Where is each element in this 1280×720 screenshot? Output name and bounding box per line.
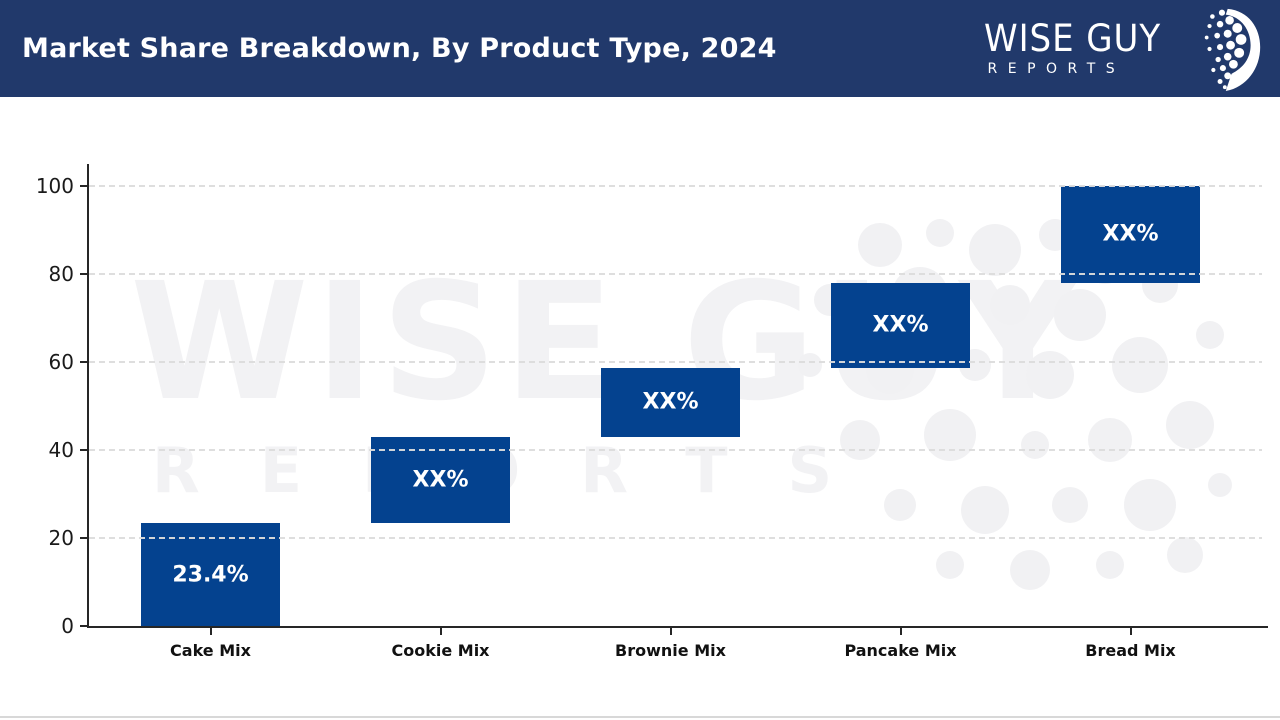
logo-wordmark-line2: REPORTS [987,61,1126,77]
header-bar: Market Share Breakdown, By Product Type,… [0,0,1280,97]
bottom-divider [0,716,1280,718]
category-label: Bread Mix [1085,641,1176,660]
bar-cookie-mix [371,436,510,524]
bar-value-label: XX% [412,467,469,493]
y-tick-mark-40 [80,449,88,451]
logo-head-icon [1204,8,1261,91]
y-tick-mark-0 [80,625,88,627]
brand-logo: WISE GUY REPORTS [984,5,1264,93]
y-tick-mark-20 [80,537,88,539]
x-tick-mark [209,628,212,635]
y-tick-label-60: 60 [48,350,74,374]
x-axis-line [87,626,1268,628]
y-tick-label-0: 0 [61,614,74,638]
gridline-20 [89,537,1262,539]
x-tick-mark [439,628,442,635]
bar-value-label: XX% [1102,221,1159,247]
y-tick-mark-80 [80,273,88,275]
chart-title: Market Share Breakdown, By Product Type,… [22,33,777,64]
category-label: Pancake Mix [844,641,957,660]
bar-cake-mix [141,523,280,626]
gridline-60 [89,361,1262,363]
gridline-80 [89,273,1262,275]
y-tick-label-20: 20 [48,526,74,550]
gridline-100 [89,185,1262,187]
logo-wordmark: WISE GUY REPORTS [984,20,1176,77]
bar-value-label: XX% [642,389,699,415]
y-tick-label-80: 80 [48,262,74,286]
gridline-40 [89,449,1262,451]
category-label: Cake Mix [170,641,251,660]
bar-pancake-mix [831,282,970,369]
y-tick-mark-60 [80,361,88,363]
category-label: Brownie Mix [615,641,726,660]
y-tick-mark-100 [80,185,88,187]
category-label: Cookie Mix [391,641,490,660]
y-tick-label-100: 100 [35,174,74,198]
x-tick-mark [669,628,672,635]
y-axis-line [87,164,89,628]
logo-wordmark-line1: WISE GUY [983,17,1161,60]
y-tick-label-40: 40 [48,438,74,462]
x-tick-mark [899,628,902,635]
x-tick-mark [1129,628,1132,635]
bar-value-label: 23.4% [172,562,249,588]
bar-value-label: XX% [872,312,929,338]
bar-bread-mix [1061,186,1200,283]
bar-brownie-mix [601,368,740,437]
